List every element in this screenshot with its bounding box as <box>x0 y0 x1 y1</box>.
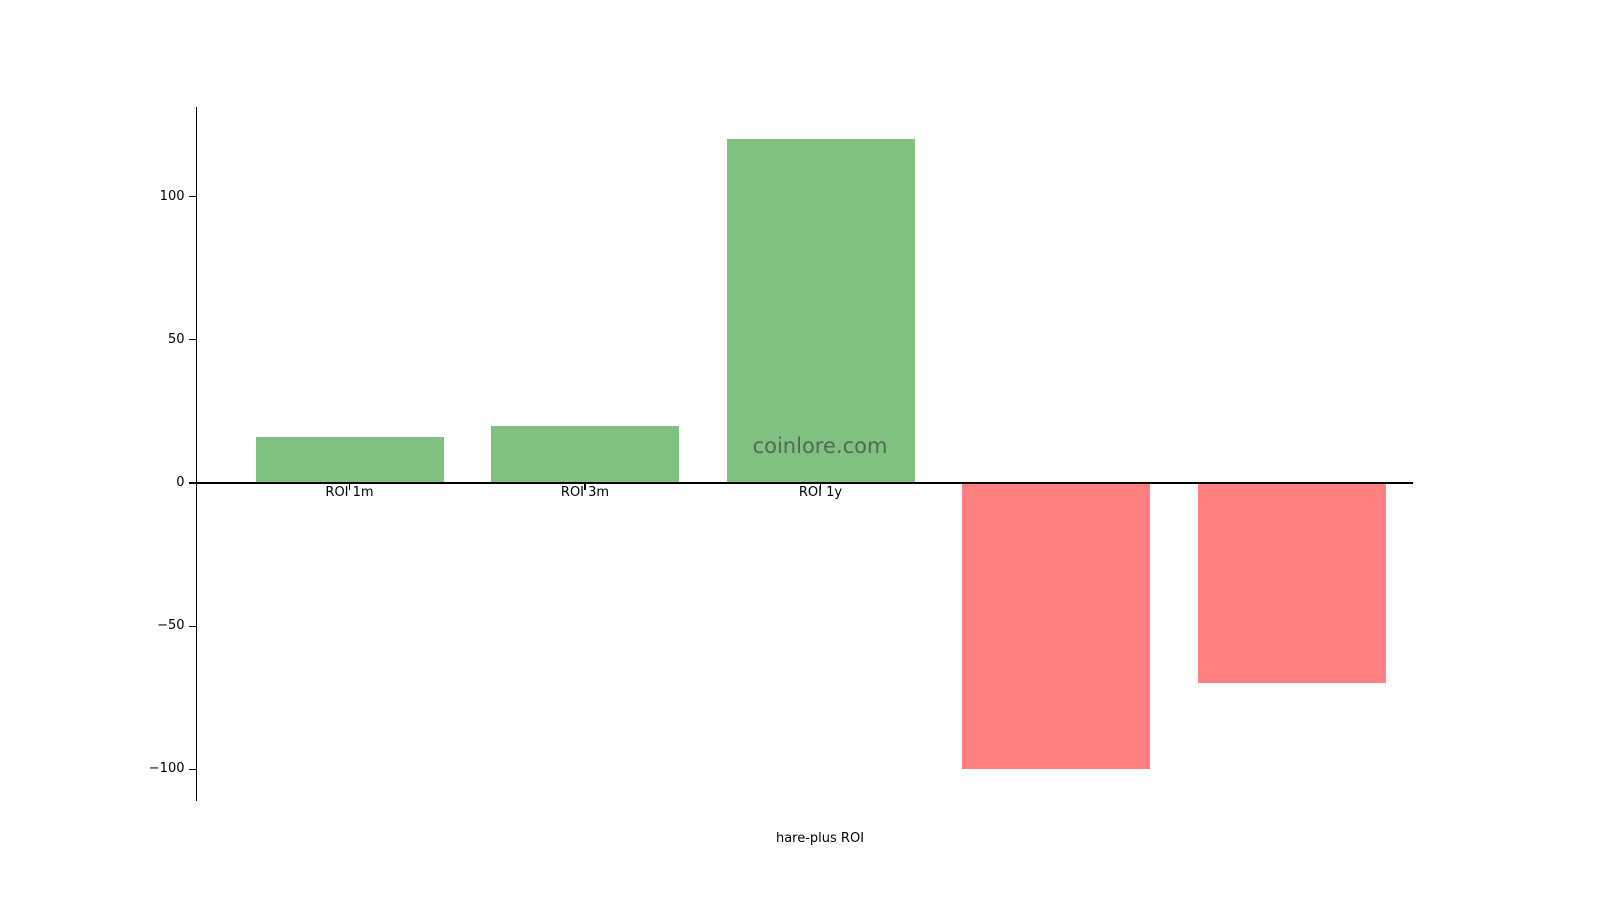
x-tick-label: ROI 3m <box>560 484 610 500</box>
y-axis-line <box>195 107 197 801</box>
y-tick-mark <box>188 482 196 484</box>
y-tick-mark <box>188 339 196 341</box>
y-tick-mark <box>188 625 196 627</box>
x-tick-mark <box>348 483 351 490</box>
bar-neg-3 <box>962 483 1150 770</box>
x-tick-label: ROI 1y <box>798 484 843 500</box>
bar-neg-4 <box>1197 483 1386 684</box>
x-axis-zero-line <box>195 482 1413 484</box>
x-axis-title: hare-plus ROI <box>775 831 865 846</box>
y-tick-mark <box>188 195 196 198</box>
watermark-text: coinlore.com <box>752 434 888 458</box>
y-tick-label: 100 <box>159 188 185 204</box>
bar-roi-1y <box>726 139 915 483</box>
y-tick-label: 50 <box>167 331 185 347</box>
x-tick-label: ROI 1m <box>325 484 374 500</box>
y-tick-mark <box>188 768 196 771</box>
y-tick-label: 0 <box>176 475 185 490</box>
x-tick-mark <box>819 483 822 490</box>
bar-roi-3m <box>491 425 679 483</box>
bar-roi-1m <box>255 437 444 483</box>
y-tick-label: −100 <box>148 761 185 777</box>
y-tick-label: −50 <box>157 618 185 634</box>
x-tick-mark <box>584 483 586 490</box>
